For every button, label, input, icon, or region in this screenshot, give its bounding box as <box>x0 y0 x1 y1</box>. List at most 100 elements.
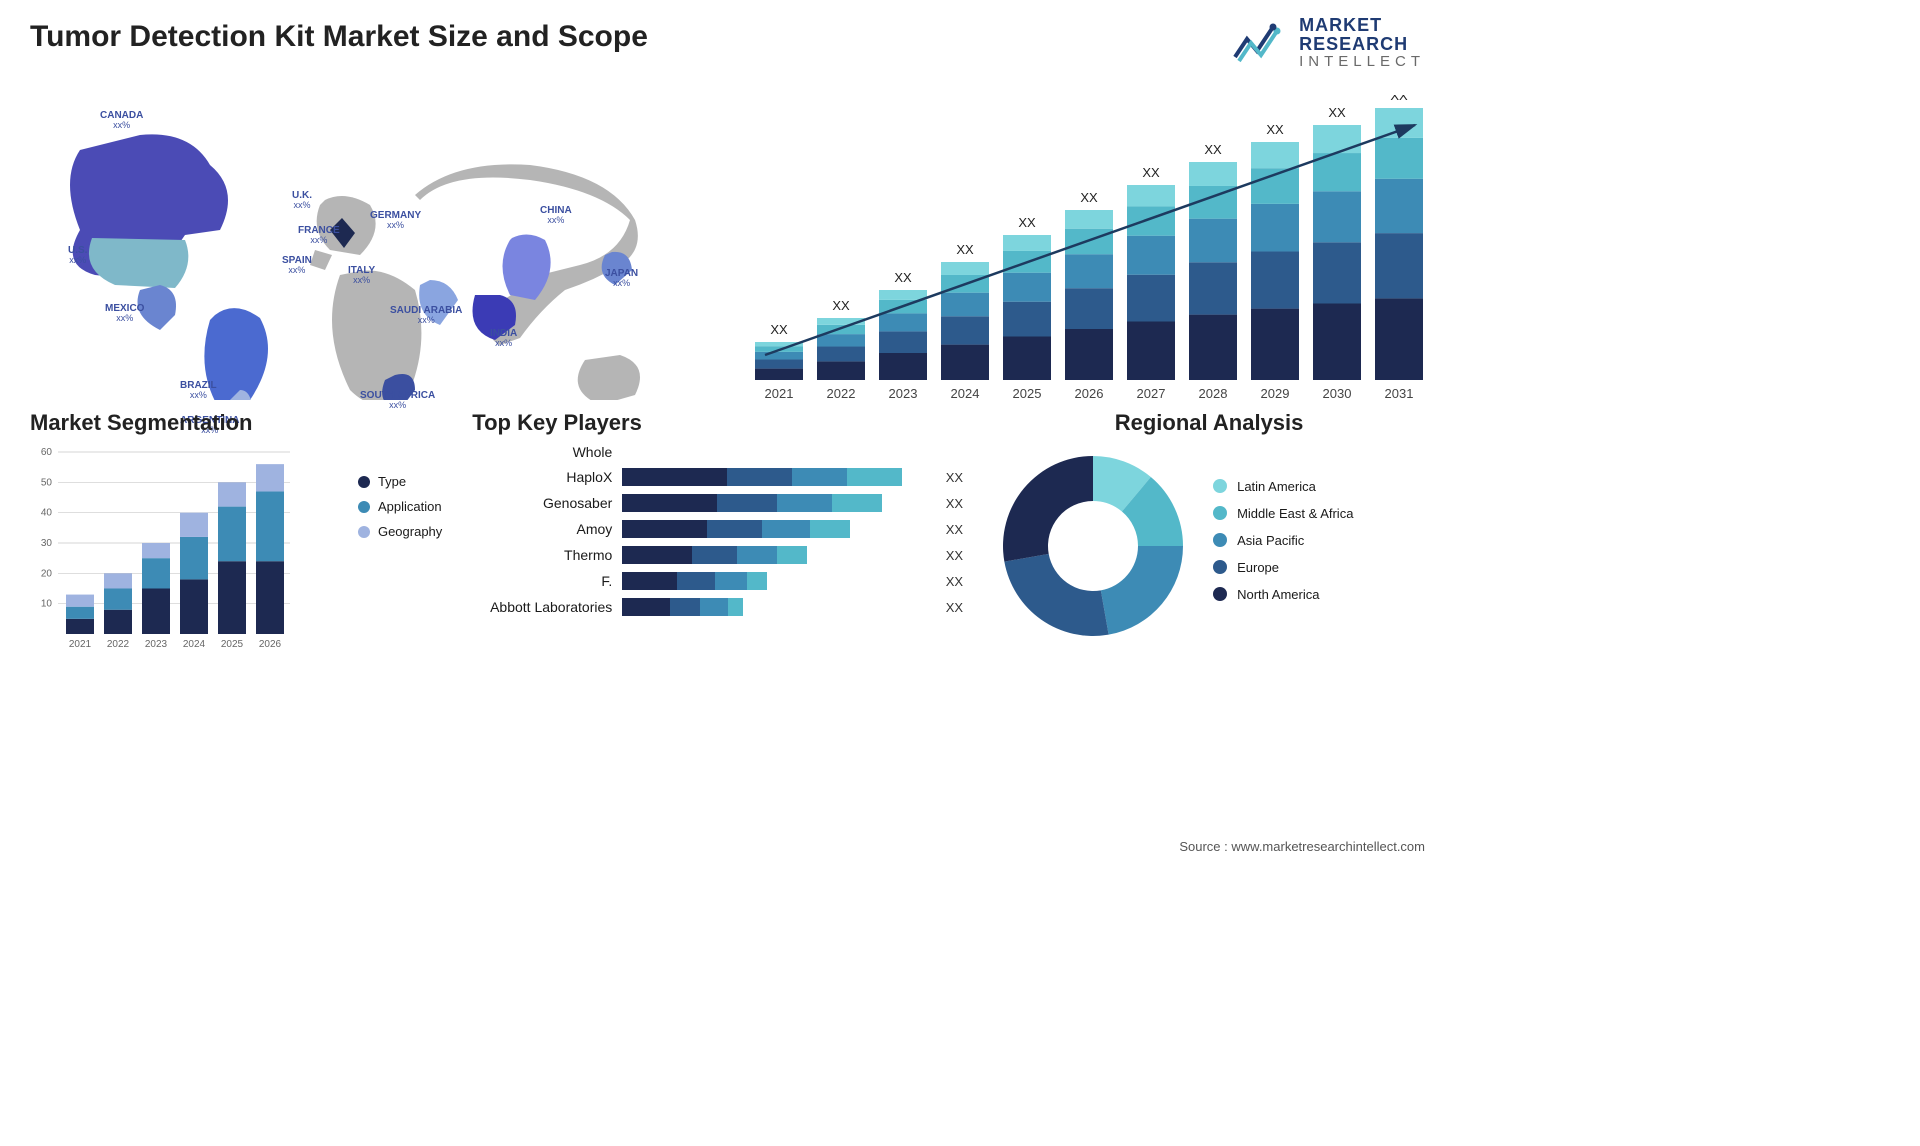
player-row: ThermoXX <box>472 546 963 564</box>
map-label: SOUTH AFRICAxx% <box>360 390 435 411</box>
svg-text:2022: 2022 <box>107 639 130 650</box>
svg-text:2023: 2023 <box>889 386 918 401</box>
player-name: HaploX <box>472 469 622 485</box>
player-value: XX <box>946 522 963 537</box>
svg-text:XX: XX <box>1018 215 1036 230</box>
player-name: Amoy <box>472 521 622 537</box>
map-label: MEXICOxx% <box>105 303 144 324</box>
map-label: CHINAxx% <box>540 205 572 226</box>
donut-chart-svg <box>993 446 1193 646</box>
world-map: CANADAxx%U.S.xx%MEXICOxx%BRAZILxx%ARGENT… <box>20 90 700 400</box>
player-value: XX <box>946 548 963 563</box>
svg-text:2030: 2030 <box>1323 386 1352 401</box>
player-name: Genosaber <box>472 495 622 511</box>
growth-chart: XX2021XX2022XX2023XX2024XX2025XX2026XX20… <box>735 95 1425 395</box>
player-value: XX <box>946 600 963 615</box>
map-label: U.S.xx% <box>68 245 87 266</box>
player-value: XX <box>946 574 963 589</box>
player-value: XX <box>946 496 963 511</box>
map-label: CANADAxx% <box>100 110 143 131</box>
world-map-svg <box>20 90 700 400</box>
growth-chart-svg: XX 2021 XX 2022 XX 2023 XX 2024 XX 2025 XX 2026 XX 20… <box>735 95 1425 405</box>
player-row: HaploX XX <box>472 468 963 486</box>
map-label: BRAZILxx% <box>180 380 217 401</box>
logo-icon <box>1233 21 1289 65</box>
svg-text:XX: XX <box>770 322 788 337</box>
segmentation-panel: Market Segmentation 10 20 30 40 50 60 2021 2022… <box>30 410 442 674</box>
svg-text:XX: XX <box>832 298 850 313</box>
legend-item: Type <box>358 474 442 489</box>
svg-text:XX: XX <box>1328 105 1346 120</box>
svg-text:2021: 2021 <box>765 386 794 401</box>
map-label: U.K.xx% <box>292 190 312 211</box>
svg-text:2027: 2027 <box>1137 386 1166 401</box>
logo-line1: MARKET <box>1299 16 1425 35</box>
svg-text:XX: XX <box>956 242 974 257</box>
svg-text:2031: 2031 <box>1385 386 1414 401</box>
svg-text:60: 60 <box>41 447 53 458</box>
svg-text:XX: XX <box>894 270 912 285</box>
player-bar <box>622 520 935 538</box>
segmentation-title: Market Segmentation <box>30 410 442 436</box>
map-label: FRANCExx% <box>298 225 340 246</box>
map-label: INDIAxx% <box>490 328 517 349</box>
svg-text:XX: XX <box>1142 165 1160 180</box>
brand-logo: MARKET RESEARCH INTELLECT <box>1233 16 1425 70</box>
player-bar <box>622 494 935 512</box>
player-bar <box>622 468 935 486</box>
svg-text:30: 30 <box>41 538 53 549</box>
player-row: F.XX <box>472 572 963 590</box>
map-label: GERMANYxx% <box>370 210 421 231</box>
logo-line2: RESEARCH <box>1299 35 1425 54</box>
segmentation-chart-svg: 10 20 30 40 50 60 2021 2022 2023 2024 2025 2026 <box>30 444 290 654</box>
svg-text:50: 50 <box>41 477 53 488</box>
player-bar <box>622 572 935 590</box>
players-panel: Top Key Players Whole HaploX XX Genosaber XX… <box>472 410 963 674</box>
svg-text:10: 10 <box>41 599 53 610</box>
player-row: Abbott Laboratories XX <box>472 598 963 616</box>
svg-text:2026: 2026 <box>1075 386 1104 401</box>
logo-line3: INTELLECT <box>1299 54 1425 70</box>
legend-item: Latin America <box>1213 479 1353 494</box>
svg-text:40: 40 <box>41 508 53 519</box>
player-name: Abbott Laboratories <box>472 599 622 615</box>
svg-text:2025: 2025 <box>221 639 244 650</box>
svg-text:XX: XX <box>1266 122 1284 137</box>
svg-text:2025: 2025 <box>1013 386 1042 401</box>
player-row: Whole <box>472 444 963 460</box>
regional-title: Regional Analysis <box>993 410 1425 436</box>
players-list: WholeHaploXXXGenosaberXXAmoyXXThermoXXF.… <box>472 444 963 616</box>
svg-text:XX: XX <box>1080 190 1098 205</box>
svg-text:2022: 2022 <box>827 386 856 401</box>
svg-text:XX: XX <box>1390 95 1408 103</box>
legend-item: Asia Pacific <box>1213 533 1353 548</box>
map-label: JAPANxx% <box>605 268 638 289</box>
svg-text:2024: 2024 <box>183 639 206 650</box>
legend-item: North America <box>1213 587 1353 602</box>
player-bar <box>622 546 935 564</box>
players-title: Top Key Players <box>472 410 963 436</box>
segmentation-legend: Type Application Geography <box>358 474 442 549</box>
svg-text:2028: 2028 <box>1199 386 1228 401</box>
svg-text:XX: XX <box>1204 142 1222 157</box>
player-bar <box>622 598 935 616</box>
page-title: Tumor Detection Kit Market Size and Scop… <box>30 20 648 54</box>
legend-item: Geography <box>358 524 442 539</box>
svg-text:2026: 2026 <box>259 639 282 650</box>
map-label: ITALYxx% <box>348 265 375 286</box>
player-row: Genosaber XX <box>472 494 963 512</box>
svg-text:2023: 2023 <box>145 639 168 650</box>
svg-text:2024: 2024 <box>951 386 980 401</box>
regional-legend: Latin America Middle East & Africa Asia Pa… <box>1213 479 1353 614</box>
player-row: Amoy XX <box>472 520 963 538</box>
source-label: Source : www.marketresearchintellect.com <box>1179 839 1425 854</box>
svg-text:20: 20 <box>41 568 53 579</box>
svg-text:2021: 2021 <box>69 639 92 650</box>
player-value: XX <box>946 470 963 485</box>
map-label: SPAINxx% <box>282 255 312 276</box>
legend-item: Middle East & Africa <box>1213 506 1353 521</box>
map-label: SAUDI ARABIAxx% <box>390 305 462 326</box>
legend-item: Application <box>358 499 442 514</box>
regional-panel: Regional Analysis Latin America Middle Ea… <box>993 410 1425 674</box>
legend-item: Europe <box>1213 560 1353 575</box>
